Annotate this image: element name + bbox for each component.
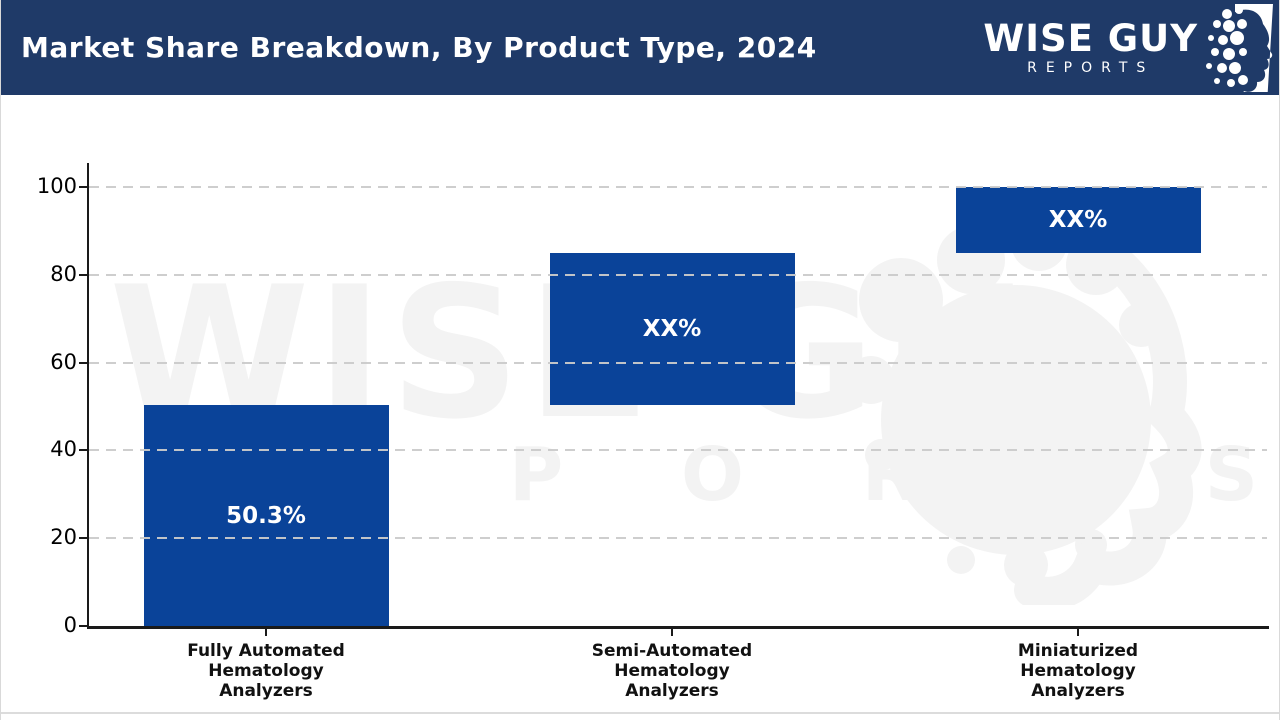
bottom-border <box>1 712 1279 714</box>
y-tick-mark <box>79 273 88 276</box>
x-category-label-line: Analyzers <box>1031 681 1125 701</box>
bar: 50.3% <box>143 405 389 626</box>
y-tick-mark <box>79 449 88 452</box>
y-tick-label: 0 <box>63 613 77 637</box>
bar-value-label: XX% <box>1048 207 1108 234</box>
gridline <box>89 273 1267 276</box>
brand-logo: WISE GUY REPORTS <box>983 0 1273 95</box>
y-tick-mark <box>79 186 88 188</box>
y-tick-mark <box>79 537 88 540</box>
x-category-label-line: Miniaturized <box>1017 641 1139 661</box>
gridline <box>89 361 1267 364</box>
brand-name: WISE GUY <box>983 17 1198 60</box>
y-tick-label: 60 <box>50 349 77 374</box>
y-axis-spine <box>87 163 89 628</box>
bar-value-label: 50.3% <box>226 502 306 529</box>
x-category-label-line: Hematology <box>614 661 730 681</box>
x-category-label: Fully Automated Hematology Analyzers <box>106 641 426 701</box>
gridline <box>89 186 1267 188</box>
gridline <box>89 537 1267 540</box>
y-tick-mark <box>79 625 88 627</box>
x-tick-mark <box>671 629 673 636</box>
y-tick-label: 40 <box>50 437 77 462</box>
x-category-label-line: Analyzers <box>625 681 719 701</box>
x-category-label-line: Semi-Automated <box>591 641 753 661</box>
chart-title: Market Share Breakdown, By Product Type,… <box>21 31 817 64</box>
brand-logo-text: WISE GUY REPORTS <box>983 17 1198 77</box>
header: Market Share Breakdown, By Product Type,… <box>1 0 1279 95</box>
x-category-label-line: Hematology <box>1020 661 1136 681</box>
y-tick-mark <box>79 361 88 364</box>
bar: XX% <box>549 253 795 406</box>
bar: XX% <box>955 187 1201 254</box>
brand-head-icon <box>1206 4 1273 92</box>
y-tick-label: 20 <box>50 525 77 550</box>
x-axis-spine <box>87 626 1269 629</box>
y-tick-label: 80 <box>50 261 77 286</box>
brand-subtitle: REPORTS <box>1027 60 1155 76</box>
x-category-label: Miniaturized Hematology Analyzers <box>918 641 1238 701</box>
bar-value-label: XX% <box>642 316 702 343</box>
x-category-label: Semi-Automated Hematology Analyzers <box>512 641 832 701</box>
x-tick-mark <box>265 629 267 636</box>
gridline <box>89 449 1267 452</box>
x-category-label-line: Hematology <box>208 661 324 681</box>
x-category-label-line: Fully Automated <box>187 641 345 661</box>
x-tick-mark <box>1077 629 1079 636</box>
x-category-label-line: Analyzers <box>219 681 313 701</box>
y-tick-label: 100 <box>36 174 77 198</box>
